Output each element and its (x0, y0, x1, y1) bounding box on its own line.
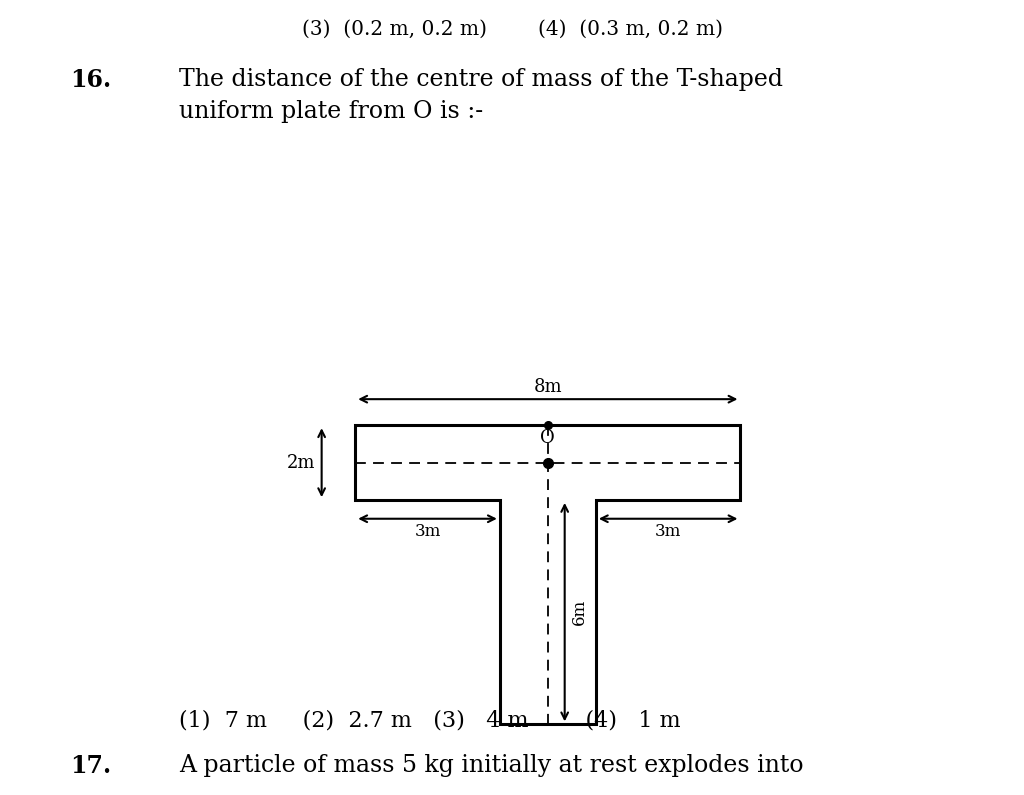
Text: 2m: 2m (287, 454, 315, 471)
Text: (3)  (0.2 m, 0.2 m)        (4)  (0.3 m, 0.2 m): (3) (0.2 m, 0.2 m) (4) (0.3 m, 0.2 m) (301, 20, 723, 39)
Text: 3m: 3m (415, 523, 440, 540)
Text: 3m: 3m (655, 523, 681, 540)
Text: A particle of mass 5 kg initially at rest explodes into: A particle of mass 5 kg initially at res… (179, 754, 804, 777)
Text: uniform plate from O is :-: uniform plate from O is :- (179, 100, 483, 123)
Text: 6m: 6m (570, 599, 588, 626)
Text: 16.: 16. (70, 68, 111, 91)
Text: The distance of the centre of mass of the T-shaped: The distance of the centre of mass of th… (179, 68, 783, 91)
Text: O: O (541, 429, 555, 448)
Text: 17.: 17. (70, 754, 111, 778)
Text: 8m: 8m (534, 378, 562, 396)
Text: (1)  7 m     (2)  2.7 m   (3)   4 m        (4)   1 m: (1) 7 m (2) 2.7 m (3) 4 m (4) 1 m (179, 709, 681, 731)
Polygon shape (355, 425, 740, 724)
